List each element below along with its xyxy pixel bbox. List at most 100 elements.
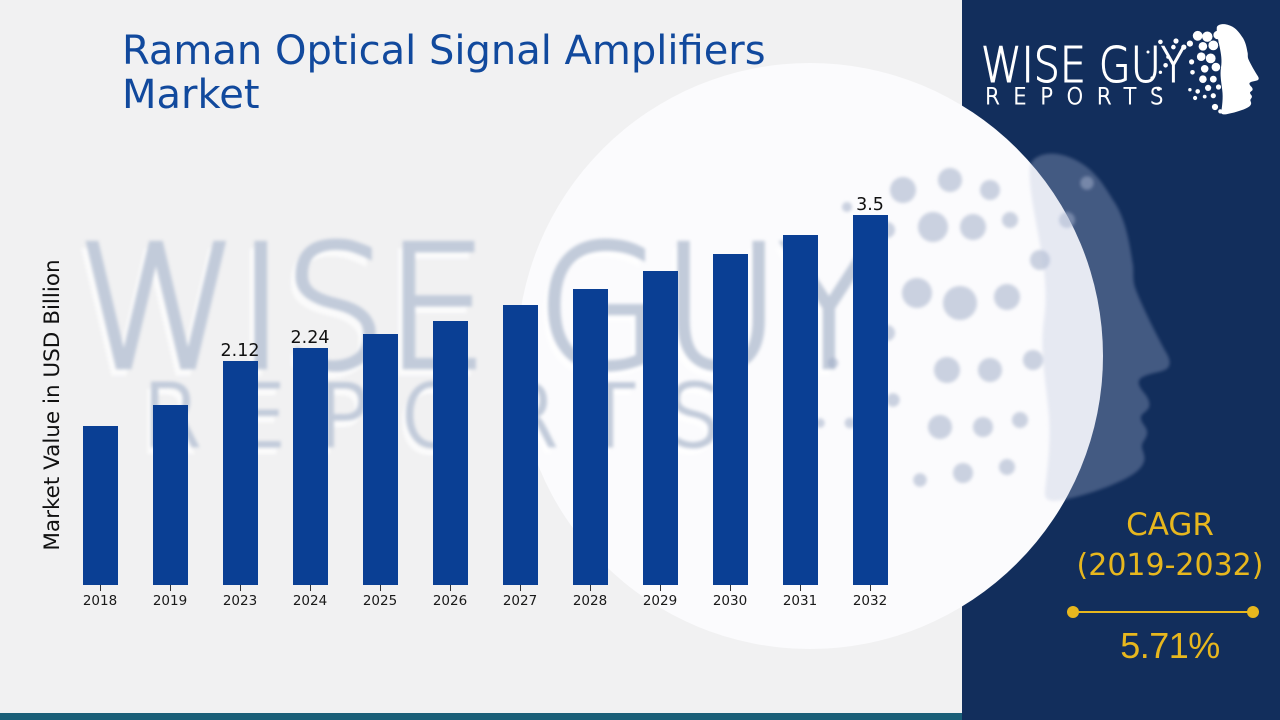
cagr-value: 5.71% (1120, 625, 1220, 666)
logo-dot (1158, 39, 1163, 45)
logo-dot (1209, 75, 1217, 83)
logo-dot (1156, 86, 1161, 91)
chart-title: Raman Optical Signal Amplifiers Market (122, 28, 766, 118)
logo-dot (1189, 59, 1195, 65)
x-label-2027: 2027 (502, 593, 538, 609)
watermark-dot (999, 459, 1015, 475)
x-label-2028: 2028 (572, 593, 608, 609)
logo-face-silhouette (1216, 24, 1259, 115)
watermark-dot (815, 418, 825, 428)
logo-dot (1208, 40, 1219, 51)
logo-sub-text: REPORTS (985, 85, 1177, 110)
bar-2030 (712, 253, 748, 585)
x-label-2030: 2030 (712, 593, 748, 609)
bar-2028 (572, 288, 608, 585)
divider-line (1069, 611, 1257, 613)
logo-dot (1196, 52, 1206, 61)
logo-dot (1166, 55, 1170, 59)
watermark-dot (1012, 412, 1028, 428)
bar-2019 (152, 405, 188, 585)
logo-dots (1146, 30, 1226, 114)
x-tick-2030 (730, 585, 731, 591)
watermark-dot (994, 284, 1020, 310)
x-label-2019: 2019 (152, 593, 188, 609)
logo-dot (1186, 40, 1193, 47)
logo-dot (1215, 84, 1222, 90)
x-tick-2023 (240, 585, 241, 591)
logo-dot (1200, 65, 1209, 73)
watermark-dot (978, 358, 1002, 382)
watermark-dot (943, 286, 977, 320)
watermark-dot (980, 180, 1000, 200)
bar-value-2023: 2.12 (220, 340, 260, 361)
x-tick-2019 (170, 585, 171, 591)
x-label-2018: 2018 (82, 593, 118, 609)
watermark-dot (953, 463, 973, 483)
bar-value-2032: 3.5 (856, 194, 884, 215)
x-tick-2031 (800, 585, 801, 591)
bar-2031 (782, 234, 818, 585)
watermark-dot (918, 212, 948, 242)
cagr-divider (1067, 606, 1259, 618)
bar-2024 (292, 348, 328, 585)
watermark-dots-face (815, 153, 1170, 501)
bar-2032 (852, 214, 888, 585)
divider-right-dot (1247, 606, 1259, 618)
watermark-dot (973, 417, 993, 437)
logo-dot (1202, 31, 1213, 42)
watermark-dot (902, 278, 932, 308)
logo-dot (1211, 103, 1219, 111)
logo-dot (1211, 62, 1221, 72)
watermark-dot (934, 357, 960, 383)
x-label-2026: 2026 (432, 593, 468, 609)
x-tick-2018 (100, 585, 101, 591)
watermark-dot (913, 473, 927, 487)
bar-2027 (502, 304, 538, 585)
x-tick-2029 (660, 585, 661, 591)
watermark-dot (960, 214, 986, 240)
logo-dot (1150, 76, 1154, 80)
logo-dot (1173, 38, 1179, 44)
bar-value-2024: 2.24 (290, 328, 330, 348)
x-tick-2024 (310, 585, 311, 591)
logo-dot (1171, 44, 1176, 50)
x-tick-2025 (380, 585, 381, 591)
cagr-block: CAGR (2019-2032) 5.71% (1052, 505, 1280, 667)
x-label-2024: 2024 (292, 593, 328, 609)
cagr-period: (2019-2032) (1076, 548, 1264, 583)
logo-dot (1181, 44, 1187, 50)
x-label-2031: 2031 (782, 593, 818, 609)
x-tick-2028 (590, 585, 591, 591)
logo-dot (1205, 84, 1212, 91)
logo-dot (1158, 70, 1163, 75)
logo-dot (1198, 42, 1208, 51)
watermark-dot (842, 202, 852, 212)
watermark-dot (890, 177, 916, 203)
x-tick-2032 (870, 585, 871, 591)
logo-dot (1188, 88, 1192, 92)
x-label-2025: 2025 (362, 593, 398, 609)
bar-2018 (82, 426, 118, 585)
watermark-dot (928, 415, 952, 439)
watermark-dot (1002, 212, 1018, 228)
footer-stripe (0, 713, 1280, 720)
watermark-dot (938, 168, 962, 192)
bar-2023 (222, 360, 258, 585)
x-label-2032: 2032 (852, 593, 888, 609)
logo-dot (1163, 63, 1168, 68)
bar-2029 (642, 270, 678, 585)
logo-dot (1210, 93, 1216, 99)
logo-dot (1146, 50, 1150, 54)
watermark-dot (1023, 350, 1043, 370)
logo-dot (1205, 53, 1216, 64)
x-label-2023: 2023 (222, 593, 258, 609)
logo-dot (1202, 94, 1207, 99)
bar-2026 (432, 320, 468, 585)
watermark-dot (827, 357, 839, 369)
logo-dot (1199, 75, 1207, 83)
watermark-dot (886, 393, 900, 407)
logo-main-text: WISE GUY (981, 37, 1186, 94)
logo-dot (1190, 70, 1195, 75)
